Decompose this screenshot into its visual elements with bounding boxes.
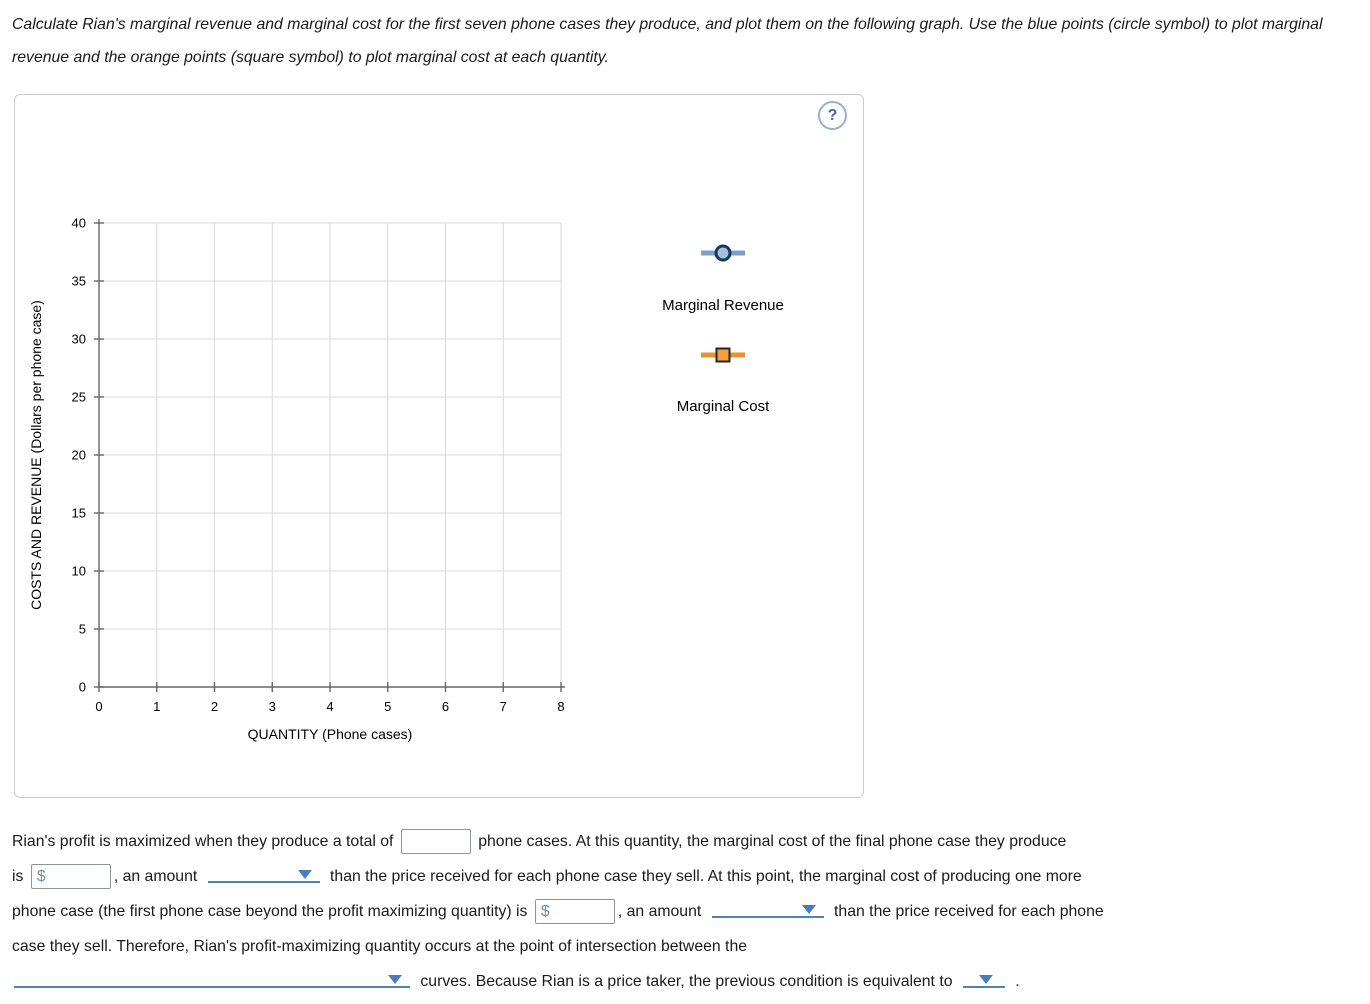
- text-segment: case they sell. Therefore, Rian's profit…: [12, 938, 748, 955]
- text-segment: , an amount: [617, 903, 702, 920]
- x-tick-label: 3: [269, 699, 276, 714]
- question-line-5: curves. Because Rian is a price taker, t…: [12, 964, 1356, 999]
- legend-label: Marginal Revenue: [662, 297, 784, 314]
- question-line-1: Rian's profit is maximized when they pro…: [12, 824, 1356, 859]
- dollar-sign: $: [540, 903, 550, 921]
- dropdown-arrow-icon: [388, 975, 402, 984]
- dropdown-arrow-icon: [978, 975, 993, 984]
- graph-panel: ? 0 5 10 15 20 25 30 35 40 0 1 2 3 4 5 6 7 8 QUANTITY (Pho…: [14, 94, 864, 798]
- text-segment: than the price received for each phone: [834, 903, 1104, 920]
- mc-next-input[interactable]: [552, 900, 614, 924]
- amount-comparison-dropdown-1[interactable]: [207, 867, 320, 883]
- y-tick-label: 20: [72, 448, 86, 463]
- x-tick-label: 4: [326, 699, 333, 714]
- legend-label: Marginal Cost: [677, 398, 770, 415]
- x-tick-label: 8: [557, 699, 564, 714]
- chart-canvas[interactable]: 0 5 10 15 20 25 30 35 40 0 1 2 3 4 5 6 7 8 QUANTITY (Phone…: [15, 95, 865, 799]
- x-tick-label: 2: [211, 699, 218, 714]
- question-text: Rian's profit is maximized when they pro…: [12, 824, 1356, 999]
- x-tick-label: 0: [95, 699, 102, 714]
- y-tick-label: 0: [79, 680, 86, 695]
- text-segment: curves. Because Rian is a price taker, t…: [420, 973, 953, 990]
- text-segment: .: [1015, 973, 1020, 990]
- equivalence-dropdown[interactable]: [962, 972, 1005, 988]
- curves-dropdown[interactable]: [14, 972, 410, 988]
- y-tick-label: 5: [79, 622, 86, 637]
- x-tick-label: 7: [500, 699, 507, 714]
- text-segment: than the price received for each phone c…: [330, 868, 1082, 885]
- x-axis-title: QUANTITY (Phone cases): [248, 726, 413, 742]
- y-tick-label: 10: [72, 564, 86, 579]
- y-tick-label: 40: [72, 216, 86, 231]
- question-line-3: phone case (the first phone case beyond …: [12, 894, 1356, 929]
- y-tick-label: 15: [72, 506, 86, 521]
- x-tick-label: 1: [153, 699, 160, 714]
- x-tick-label: 6: [442, 699, 449, 714]
- question-line-2: is $ , an amount than the price received…: [12, 859, 1356, 894]
- dropdown-arrow-icon: [801, 905, 816, 914]
- dropdown-arrow-icon: [297, 870, 312, 879]
- dollar-sign: $: [36, 868, 46, 886]
- text-segment: phone cases. At this quantity, the margi…: [478, 833, 1067, 850]
- instructions-text: Calculate Rian's marginal revenue and ma…: [12, 16, 1323, 66]
- marginal-cost-point-icon[interactable]: [715, 347, 731, 363]
- text-segment: Rian's profit is maximized when they pro…: [12, 833, 394, 850]
- marginal-revenue-point-icon[interactable]: [714, 244, 732, 262]
- y-axis-title: COSTS AND REVENUE (Dollars per phone cas…: [28, 300, 44, 610]
- amount-comparison-dropdown-2[interactable]: [711, 902, 824, 918]
- x-tick-label: 5: [384, 699, 391, 714]
- total-quantity-input[interactable]: [400, 829, 471, 855]
- mc-next-input-group: $: [534, 899, 615, 925]
- text-segment: phone case (the first phone case beyond …: [12, 903, 528, 920]
- question-line-4: case they sell. Therefore, Rian's profit…: [12, 929, 1356, 964]
- y-tick-label: 30: [72, 332, 86, 347]
- text-segment: is: [12, 868, 24, 885]
- help-icon[interactable]: ?: [818, 101, 847, 130]
- help-icon-glyph: ?: [827, 106, 838, 124]
- text-segment: , an amount: [113, 868, 198, 885]
- y-tick-label: 25: [72, 390, 86, 405]
- mc-final-input[interactable]: [48, 865, 110, 889]
- y-tick-label: 35: [72, 274, 86, 289]
- mc-final-input-group: $: [30, 864, 111, 890]
